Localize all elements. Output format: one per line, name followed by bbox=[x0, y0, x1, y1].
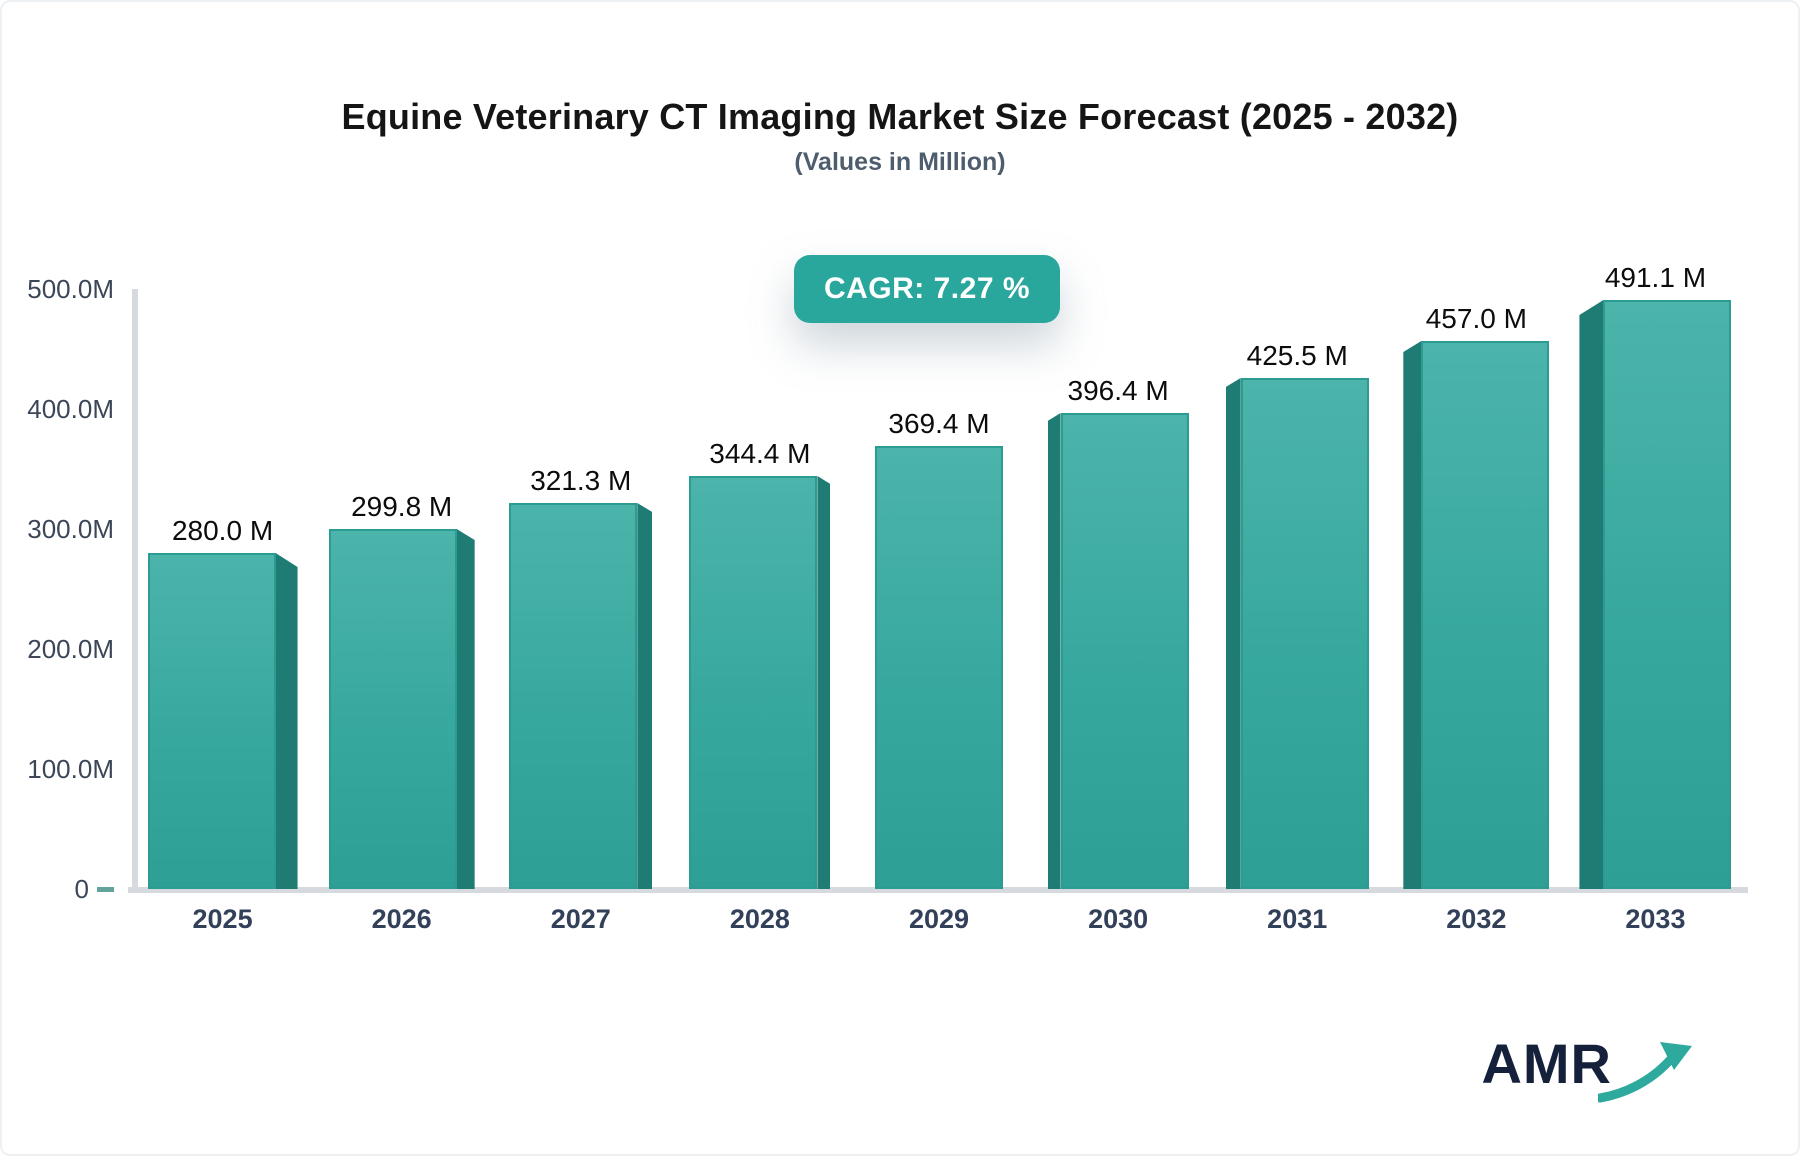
x-axis-line bbox=[128, 887, 1748, 893]
bar-slot-2030: 396.4 M bbox=[1029, 2, 1208, 889]
amr-logo: AMR bbox=[1481, 1036, 1698, 1104]
bar-side-face bbox=[1579, 300, 1604, 889]
x-axis: 2025 2026 2027 2028 2029 2030 2031 2032 2033 bbox=[133, 904, 1745, 935]
bar-value-label: 344.4 M bbox=[709, 438, 811, 469]
bar-face bbox=[1421, 341, 1550, 889]
x-axis-label-2033: 2033 bbox=[1625, 904, 1686, 934]
y-tick-text: 400.0M bbox=[27, 393, 114, 424]
x-axis-label-2030: 2030 bbox=[1088, 904, 1149, 934]
y-tick-text: 300.0M bbox=[27, 513, 114, 544]
y-axis-tick-label: 500.0M bbox=[2, 273, 114, 305]
y-tick-text: 100.0M bbox=[27, 753, 114, 784]
bar-value-label: 425.5 M bbox=[1246, 340, 1348, 371]
x-axis-label-2028: 2028 bbox=[729, 904, 790, 934]
bar-value-label: 369.4 M bbox=[888, 408, 990, 439]
cagr-badge-label: CAGR: 7.27 % bbox=[823, 272, 1031, 305]
growth-arrow-icon bbox=[1598, 1042, 1692, 1103]
bar-slot-2031: 425.5 M bbox=[1208, 2, 1387, 889]
x-axis-label-2032: 2032 bbox=[1446, 904, 1507, 934]
bar-value-label: 321.3 M bbox=[530, 465, 632, 496]
y-axis-tick-label: 200.0M bbox=[2, 633, 114, 665]
bar-side-face bbox=[1047, 413, 1061, 889]
bar-2025[interactable] bbox=[147, 553, 298, 889]
bar-face bbox=[1603, 300, 1732, 889]
y-axis-tick-label: 400.0M bbox=[2, 393, 114, 425]
y-axis-tick-label: 0 bbox=[2, 873, 114, 905]
bar-2027[interactable] bbox=[509, 503, 653, 889]
bar-2032[interactable] bbox=[1403, 341, 1550, 889]
bar-side-face bbox=[1403, 341, 1422, 889]
y-tick-text: 200.0M bbox=[27, 633, 114, 664]
x-axis-label-2025: 2025 bbox=[192, 904, 253, 934]
bar-value-label: 491.1 M bbox=[1604, 262, 1707, 293]
bar-value-label: 457.0 M bbox=[1425, 303, 1527, 334]
bar-side-face bbox=[817, 476, 831, 889]
bar-face bbox=[689, 476, 818, 889]
bar-2026[interactable] bbox=[328, 529, 475, 889]
cagr-badge: CAGR: 7.27 % bbox=[794, 255, 1060, 323]
bar-slot-2033: 491.1 M bbox=[1566, 2, 1745, 889]
chart-subtitle: (Values in Million) bbox=[794, 148, 1006, 176]
x-axis-label-2027: 2027 bbox=[550, 904, 611, 934]
bar-side-face bbox=[1225, 378, 1241, 889]
bar-face bbox=[1060, 413, 1189, 889]
bar-value-label: 396.4 M bbox=[1067, 375, 1169, 406]
bar-2029[interactable] bbox=[874, 446, 1003, 889]
bar-2030[interactable] bbox=[1047, 413, 1189, 889]
bar-2031[interactable] bbox=[1225, 378, 1369, 889]
bar-face bbox=[147, 553, 276, 889]
chart-title: Equine Veterinary CT Imaging Market Size… bbox=[341, 96, 1459, 137]
bar-slot-2026: 299.8 M bbox=[312, 2, 491, 889]
bar-2033[interactable] bbox=[1579, 300, 1732, 889]
bar-face bbox=[509, 503, 638, 889]
bar-slot-2029: 369.4 M bbox=[849, 2, 1028, 889]
bar-side-face bbox=[456, 529, 475, 889]
x-axis-label-2026: 2026 bbox=[371, 904, 432, 934]
y-tick-text: 500.0M bbox=[27, 273, 114, 304]
bar-side-face bbox=[637, 503, 653, 889]
y-axis-tick-label: 100.0M bbox=[2, 753, 114, 785]
y-axis-line bbox=[132, 289, 138, 889]
bar-face bbox=[874, 446, 1003, 889]
bar-2028[interactable] bbox=[689, 476, 831, 889]
y-axis-tick-label: 300.0M bbox=[2, 513, 114, 545]
plot-area: 280.0 M 299.8 M 321.3 M 344.4 M 369.4 M 396.4… bbox=[133, 2, 1745, 889]
y-tick-text: 0 bbox=[74, 873, 89, 904]
x-axis-label-2029: 2029 bbox=[908, 904, 970, 934]
bar-value-label: 280.0 M bbox=[171, 515, 274, 546]
zero-tick-mark-icon bbox=[97, 886, 114, 892]
bar-face bbox=[328, 529, 457, 889]
amr-logo-text: AMR bbox=[1481, 1032, 1612, 1095]
bar-face bbox=[1240, 378, 1369, 889]
bar-slot-2025: 280.0 M bbox=[133, 2, 312, 889]
x-axis-label-2031: 2031 bbox=[1267, 904, 1328, 934]
bar-side-face bbox=[275, 553, 298, 889]
bar-value-label: 299.8 M bbox=[351, 491, 453, 522]
bar-slot-2028: 344.4 M bbox=[670, 2, 849, 889]
bar-slot-2027: 321.3 M bbox=[491, 2, 670, 889]
bar-slot-2032: 457.0 M bbox=[1387, 2, 1566, 889]
